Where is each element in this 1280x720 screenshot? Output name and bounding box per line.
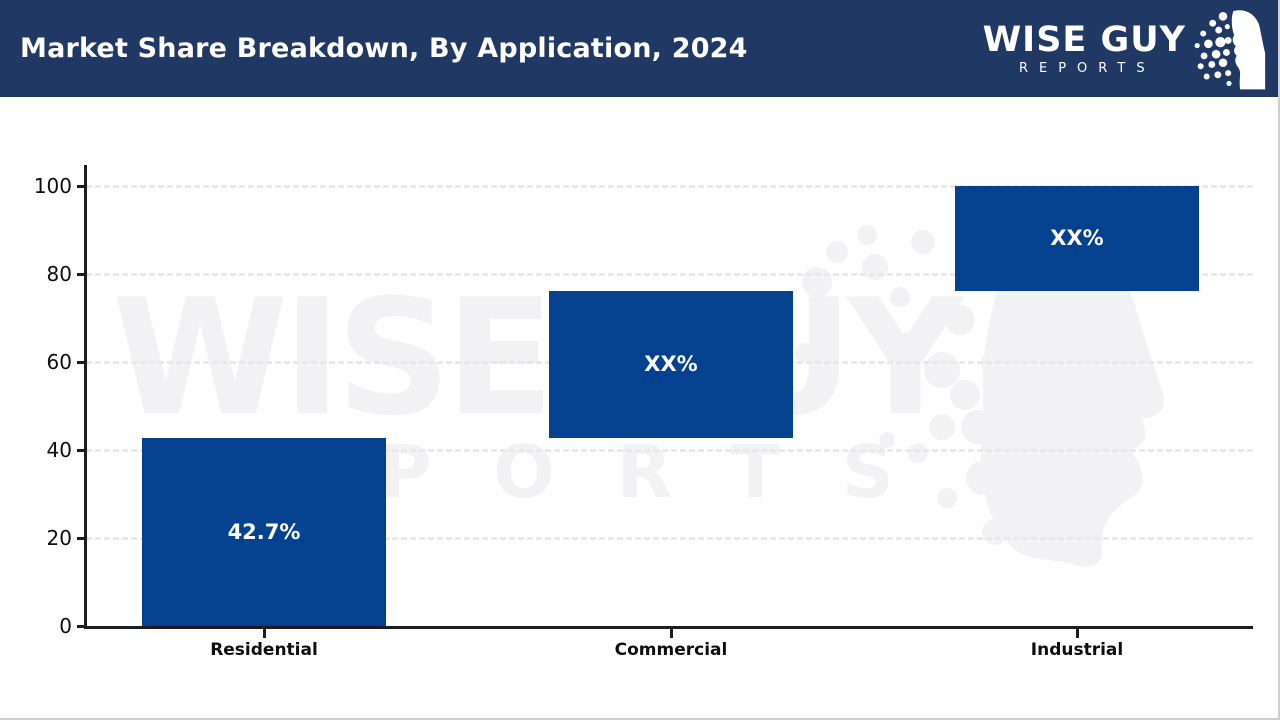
x-tick-label-residential: Residential [210,640,318,660]
y-tick-40 [77,449,86,452]
bar-value-label: XX% [1050,226,1104,251]
wiseguy-head-icon [1194,10,1266,90]
logo-wordmark: WISE GUY [982,20,1186,60]
wiseguy-logo: WISE GUY REPORTS [983,4,1266,94]
bar-industrial: XX% [955,186,1199,291]
y-tick-label-100: 100 [33,174,72,198]
y-axis-line [84,165,87,629]
x-tick-label-industrial: Industrial [1030,640,1124,660]
x-tick-commercial [670,629,673,638]
logo-subtitle: REPORTS [1018,61,1156,76]
y-tick-100 [77,185,86,188]
x-tick-residential [263,629,266,638]
gridline-20 [86,537,1253,540]
y-tick-label-60: 60 [46,350,72,374]
bar-value-label: XX% [644,352,698,377]
watermark-head-icon [795,225,1164,567]
y-tick-80 [77,273,86,276]
y-tick-0 [77,625,86,628]
bar-value-label: 42.7% [227,520,301,545]
gridline-100 [86,185,1253,188]
gridline-40 [86,449,1253,452]
logo-text: WISE GUY REPORTS [982,20,1186,76]
y-tick-label-0: 0 [59,614,72,638]
page-title: Market Share Breakdown, By Application, … [20,33,748,64]
bar-residential: 42.7% [142,438,386,626]
header: Market Share Breakdown, By Application, … [0,0,1278,97]
gridline-80 [86,273,1253,276]
y-tick-label-80: 80 [46,262,72,286]
watermark-wordmark: WISE GUY [112,264,963,451]
x-axis-line [84,626,1253,629]
x-tick-industrial [1076,629,1079,638]
x-tick-label-commercial: Commercial [614,640,728,660]
y-tick-20 [77,537,86,540]
y-tick-60 [77,361,86,364]
y-tick-label-40: 40 [46,438,72,462]
y-tick-label-20: 20 [46,526,72,550]
bar-commercial: XX% [549,290,793,439]
